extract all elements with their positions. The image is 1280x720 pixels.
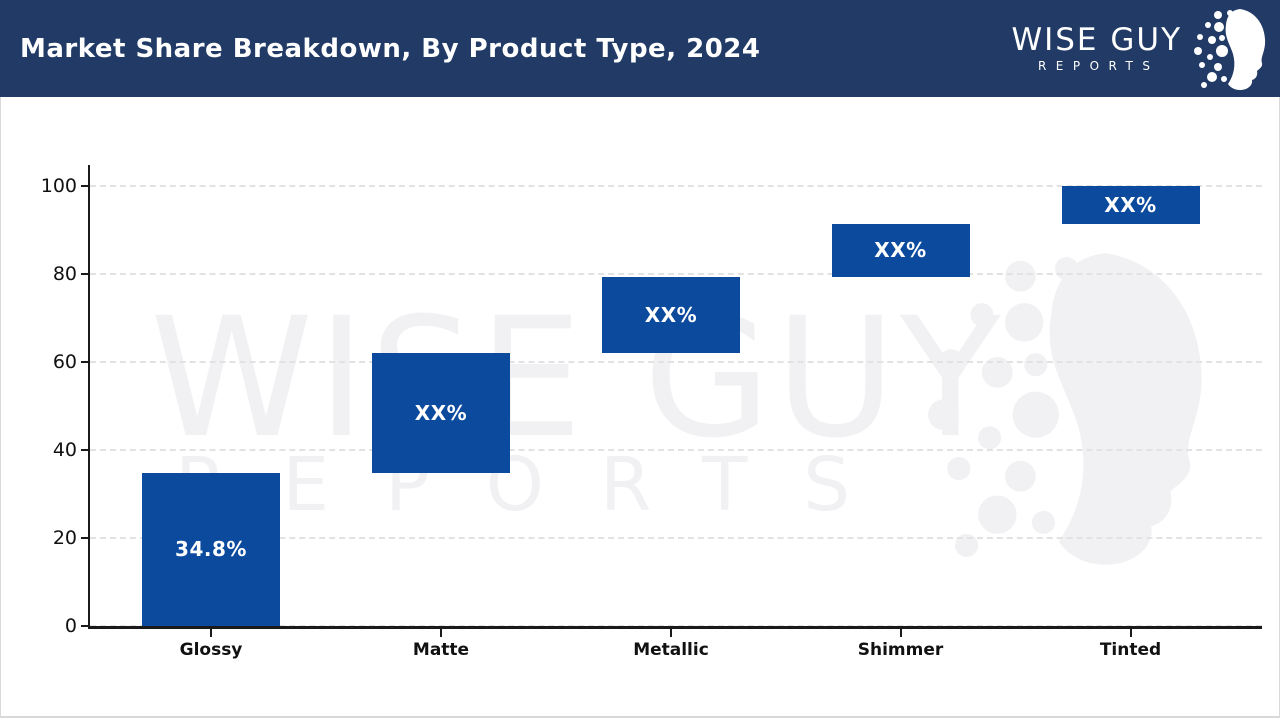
y-tick-label-80: 80	[52, 263, 77, 285]
bar-value-label-metallic: XX%	[644, 303, 698, 328]
bar-value-label-tinted: XX%	[1104, 192, 1157, 217]
y-tick-label-100: 100	[40, 175, 77, 197]
x-category-label-shimmer: Shimmer	[857, 640, 944, 660]
x-tick-mark-glossy	[210, 629, 212, 637]
y-tick-mark-60	[81, 361, 90, 363]
frame-border-bottom	[0, 716, 1280, 718]
y-tick-mark-20	[81, 537, 90, 539]
logo-wordmark: WISE GUY REPORTS	[1011, 22, 1182, 73]
y-tick-mark-80	[81, 273, 90, 275]
dotted-head-icon	[1194, 8, 1266, 90]
y-tick-label-60: 60	[52, 351, 77, 373]
watermark-wiseguy-text: WISE GUY	[150, 282, 1005, 474]
x-tick-mark-metallic	[670, 629, 672, 637]
bar-glossy: 34.8%	[142, 472, 280, 626]
y-tick-mark-0	[81, 625, 90, 627]
page-title: Market Share Breakdown, By Product Type,…	[20, 33, 761, 64]
frame-border-left	[0, 97, 1, 717]
gridline-80	[90, 273, 1262, 275]
y-tick-mark-40	[81, 449, 90, 451]
x-category-label-glossy: Glossy	[179, 640, 243, 660]
bar-shimmer: XX%	[831, 223, 970, 278]
y-tick-label-20: 20	[52, 527, 77, 549]
bar-value-label-shimmer: XX%	[874, 238, 927, 263]
y-tick-label-40: 40	[52, 439, 77, 461]
wiseguy-logo: WISE GUY REPORTS	[1011, 7, 1280, 91]
watermark-head-icon	[928, 253, 1202, 565]
x-tick-mark-tinted	[1129, 629, 1132, 637]
bar-value-label-matte: XX%	[414, 401, 468, 426]
watermark-reports-text: REPORTS	[175, 442, 907, 528]
y-tick-mark-100	[81, 185, 90, 187]
gridline-60	[90, 361, 1262, 363]
x-category-label-metallic: Metallic	[633, 640, 709, 660]
gridline-100	[90, 185, 1262, 187]
logo-wiseguy-text: WISE GUY	[1011, 22, 1182, 58]
x-category-label-tinted: Tinted	[1099, 640, 1162, 660]
logo-reports-text: REPORTS	[1037, 59, 1160, 73]
bar-value-label-glossy: 34.8%	[175, 537, 247, 562]
y-tick-label-0: 0	[64, 615, 77, 637]
x-category-label-matte: Matte	[412, 640, 470, 660]
gridline-20	[90, 537, 1262, 539]
bar-metallic: XX%	[602, 277, 740, 354]
x-tick-mark-matte	[440, 629, 442, 637]
gridline-40	[90, 449, 1262, 451]
bar-matte: XX%	[372, 353, 510, 473]
header: Market Share Breakdown, By Product Type,…	[0, 0, 1280, 97]
watermark: WISE GUY REPORTS	[0, 97, 1280, 717]
bar-tinted: XX%	[1061, 186, 1200, 224]
y-axis-line	[88, 165, 90, 628]
x-tick-mark-shimmer	[899, 629, 902, 637]
x-axis-line	[88, 626, 1262, 629]
